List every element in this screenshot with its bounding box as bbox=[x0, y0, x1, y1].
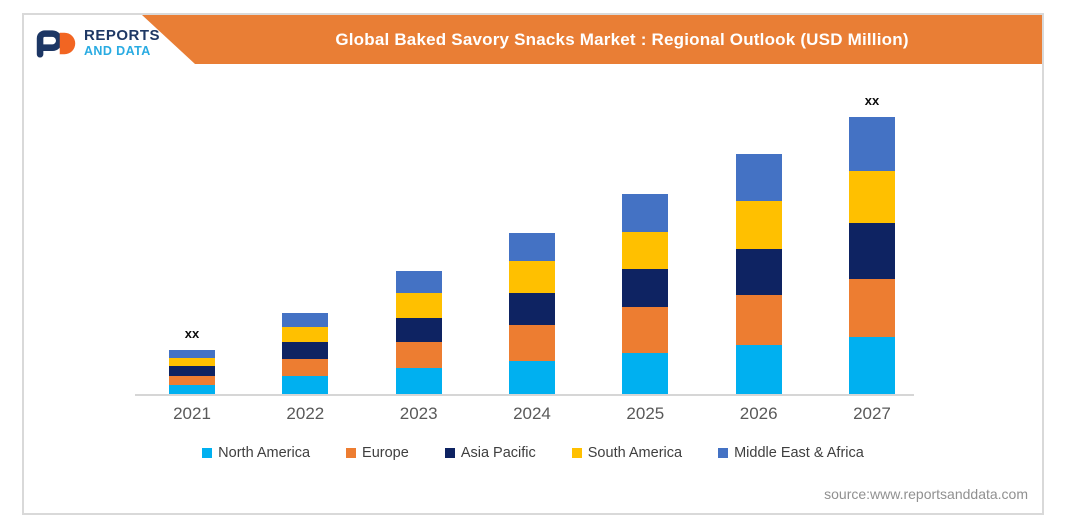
chart-card: Global Baked Savory Snacks Market : Regi… bbox=[22, 13, 1044, 515]
bar-stack bbox=[735, 154, 782, 394]
bar-stack bbox=[282, 313, 329, 394]
legend-item: South America bbox=[571, 445, 683, 461]
bar-segment bbox=[508, 233, 555, 261]
bar-segment bbox=[848, 337, 895, 394]
bar-segment bbox=[848, 279, 895, 337]
legend-item: Middle East & Africa bbox=[718, 445, 864, 461]
x-axis-label: 2025 bbox=[626, 404, 665, 423]
x-axis-label: 2022 bbox=[286, 404, 325, 423]
legend-label: South America bbox=[587, 445, 683, 461]
x-axis-line bbox=[135, 394, 914, 396]
legend-swatch bbox=[718, 448, 729, 458]
bar-segment bbox=[622, 194, 669, 232]
bar-segment bbox=[169, 358, 215, 366]
reports-and-data-logo-icon bbox=[32, 28, 80, 58]
bar-segment bbox=[282, 327, 329, 342]
bar-segment bbox=[735, 295, 782, 345]
source-text: source:www.reportsanddata.com bbox=[824, 486, 1028, 502]
bar-segment bbox=[508, 361, 555, 394]
bar-segment bbox=[282, 359, 329, 376]
reports-and-data-logo: REPORTS AND DATA bbox=[32, 28, 160, 58]
bar-segment bbox=[848, 117, 895, 171]
bar-stack bbox=[622, 194, 669, 394]
x-axis-label: 2026 bbox=[739, 404, 778, 423]
bar-value-label: xx bbox=[864, 93, 880, 108]
bar-segment bbox=[282, 376, 329, 394]
bar-segment bbox=[395, 368, 442, 394]
bar-segment bbox=[395, 271, 442, 293]
bar-stack bbox=[395, 271, 442, 394]
bar-stack bbox=[848, 117, 895, 394]
bar-stack bbox=[169, 350, 215, 394]
bar-segment bbox=[508, 325, 555, 361]
bar-stack bbox=[508, 233, 555, 394]
bar-segment bbox=[735, 154, 782, 201]
bar-segment bbox=[169, 385, 215, 394]
bar-segment bbox=[169, 350, 215, 358]
legend-swatch bbox=[202, 448, 213, 458]
bar-segment bbox=[848, 171, 895, 223]
legend-swatch bbox=[346, 448, 357, 458]
logo-line1: REPORTS bbox=[84, 27, 161, 45]
bar-segment bbox=[169, 376, 215, 385]
bar-segment bbox=[735, 345, 782, 394]
legend-label: Middle East & Africa bbox=[734, 445, 864, 461]
logo-line2: AND DATA bbox=[84, 44, 151, 59]
x-axis-label: 2027 bbox=[853, 404, 891, 423]
legend-item: North America bbox=[202, 445, 310, 461]
bar-segment bbox=[622, 307, 669, 353]
header-banner-background bbox=[24, 15, 1042, 64]
page-title: Global Baked Savory Snacks Market : Regi… bbox=[335, 29, 909, 49]
legend-label: North America bbox=[218, 445, 311, 461]
bar-segment bbox=[169, 366, 215, 376]
bar-segment bbox=[395, 318, 442, 342]
x-axis-label: 2021 bbox=[173, 404, 211, 423]
legend-item: Asia Pacific bbox=[444, 445, 536, 461]
legend-swatch bbox=[571, 448, 582, 458]
bar-segment bbox=[508, 293, 555, 325]
plot-area: xx 2021 2022 2023 2024 2025 2026 xx 2027 bbox=[24, 64, 1042, 436]
logo-text: REPORTS AND DATA bbox=[84, 28, 160, 58]
bar-segment bbox=[622, 232, 669, 269]
bar-segment bbox=[282, 313, 329, 327]
bar-segment bbox=[735, 249, 782, 295]
bar-segment bbox=[622, 269, 669, 307]
x-axis-label: 2023 bbox=[399, 404, 438, 423]
legend-label: Asia Pacific bbox=[460, 445, 536, 461]
bar-value-label: xx bbox=[184, 326, 200, 341]
legend-swatch bbox=[444, 448, 455, 458]
bar-segment bbox=[735, 201, 782, 249]
legend-item: Europe bbox=[346, 445, 409, 461]
legend-label: Europe bbox=[362, 445, 409, 461]
header-banner: Global Baked Savory Snacks Market : Regi… bbox=[24, 15, 1042, 64]
bar-segment bbox=[395, 342, 442, 368]
bar-segment bbox=[622, 353, 669, 394]
bar-segment bbox=[395, 293, 442, 318]
bar-segment bbox=[508, 261, 555, 293]
bar-segment bbox=[282, 342, 329, 359]
legend: North America Europe Asia Pacific South Ame… bbox=[24, 445, 1042, 461]
x-axis-label: 2024 bbox=[513, 404, 551, 423]
bar-segment bbox=[848, 223, 895, 279]
